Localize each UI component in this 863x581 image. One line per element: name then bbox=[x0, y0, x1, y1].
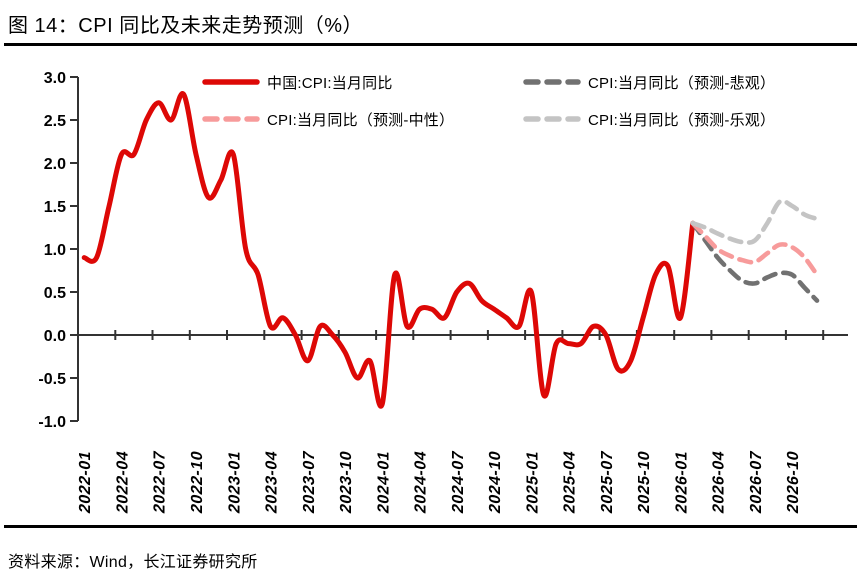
x-tick-label: 2022-04 bbox=[114, 449, 132, 515]
y-tick-label: 2.5 bbox=[44, 113, 66, 130]
x-tick-label: 2026-01 bbox=[673, 449, 691, 515]
x-tick-label: 2022-01 bbox=[76, 449, 94, 515]
x-tick-label: 2023-10 bbox=[337, 449, 355, 515]
y-tick-label: 1.0 bbox=[44, 242, 66, 259]
x-tick-label: 2026-04 bbox=[710, 449, 728, 515]
x-tick-label: 2025-07 bbox=[598, 449, 616, 515]
source-text: 资料来源：Wind，长江证券研究所 bbox=[8, 554, 258, 571]
y-tick-label: 3.0 bbox=[44, 70, 66, 87]
x-tick-label: 2026-10 bbox=[784, 449, 802, 515]
x-tick-label: 2022-10 bbox=[188, 449, 206, 515]
x-tick-label: 2024-10 bbox=[486, 449, 504, 515]
figure-title: 图 14：CPI 同比及未来走势预测（%） bbox=[8, 15, 363, 37]
x-tick-label: 2023-01 bbox=[225, 449, 243, 515]
x-tick-label: 2024-01 bbox=[374, 449, 392, 515]
y-tick-label: -0.5 bbox=[38, 371, 66, 388]
y-tick-label: 0.0 bbox=[44, 328, 66, 345]
x-tick-label: 2023-07 bbox=[300, 449, 318, 515]
series-line-forecast-pessimistic bbox=[690, 220, 820, 303]
x-tick-label: 2025-01 bbox=[523, 449, 541, 515]
x-tick-label: 2026-07 bbox=[747, 449, 765, 515]
y-tick-label: -1.0 bbox=[38, 414, 66, 431]
y-tick-label: 2.0 bbox=[44, 156, 66, 173]
x-tick-label: 2024-04 bbox=[412, 449, 430, 515]
y-tick-label: 1.5 bbox=[44, 199, 66, 216]
footer-rule bbox=[4, 525, 857, 528]
x-tick-label: 2024-07 bbox=[449, 449, 467, 515]
series-line-forecast-neutral bbox=[690, 220, 820, 278]
x-tick-label: 2025-10 bbox=[635, 449, 653, 515]
x-tick-label: 2023-04 bbox=[263, 449, 281, 515]
title-rule bbox=[4, 43, 857, 46]
x-tick-label: 2022-07 bbox=[151, 449, 169, 515]
y-tick-label: 0.5 bbox=[44, 285, 66, 302]
x-tick-label: 2025-04 bbox=[561, 449, 579, 515]
series-line-actual bbox=[81, 91, 696, 409]
series-line-forecast-optimistic bbox=[690, 198, 820, 245]
